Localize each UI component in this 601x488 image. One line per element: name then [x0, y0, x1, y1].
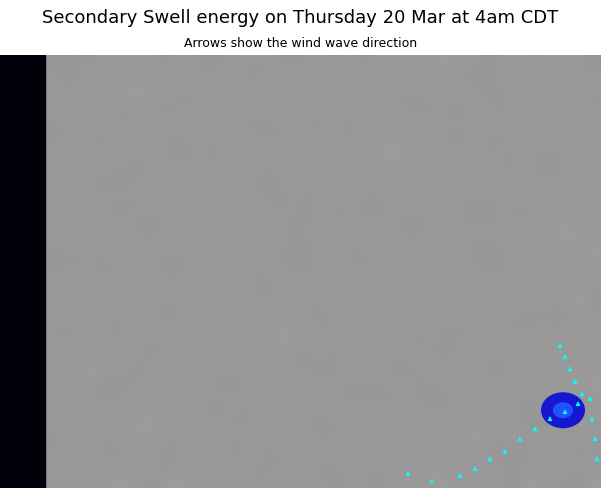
Text: Arrows show the wind wave direction: Arrows show the wind wave direction [184, 37, 417, 50]
Ellipse shape [541, 392, 585, 428]
Bar [0, 56, 45, 488]
Ellipse shape [553, 403, 573, 418]
Text: Secondary Swell energy on Thursday 20 Mar at 4am CDT: Secondary Swell energy on Thursday 20 Ma… [43, 9, 558, 27]
